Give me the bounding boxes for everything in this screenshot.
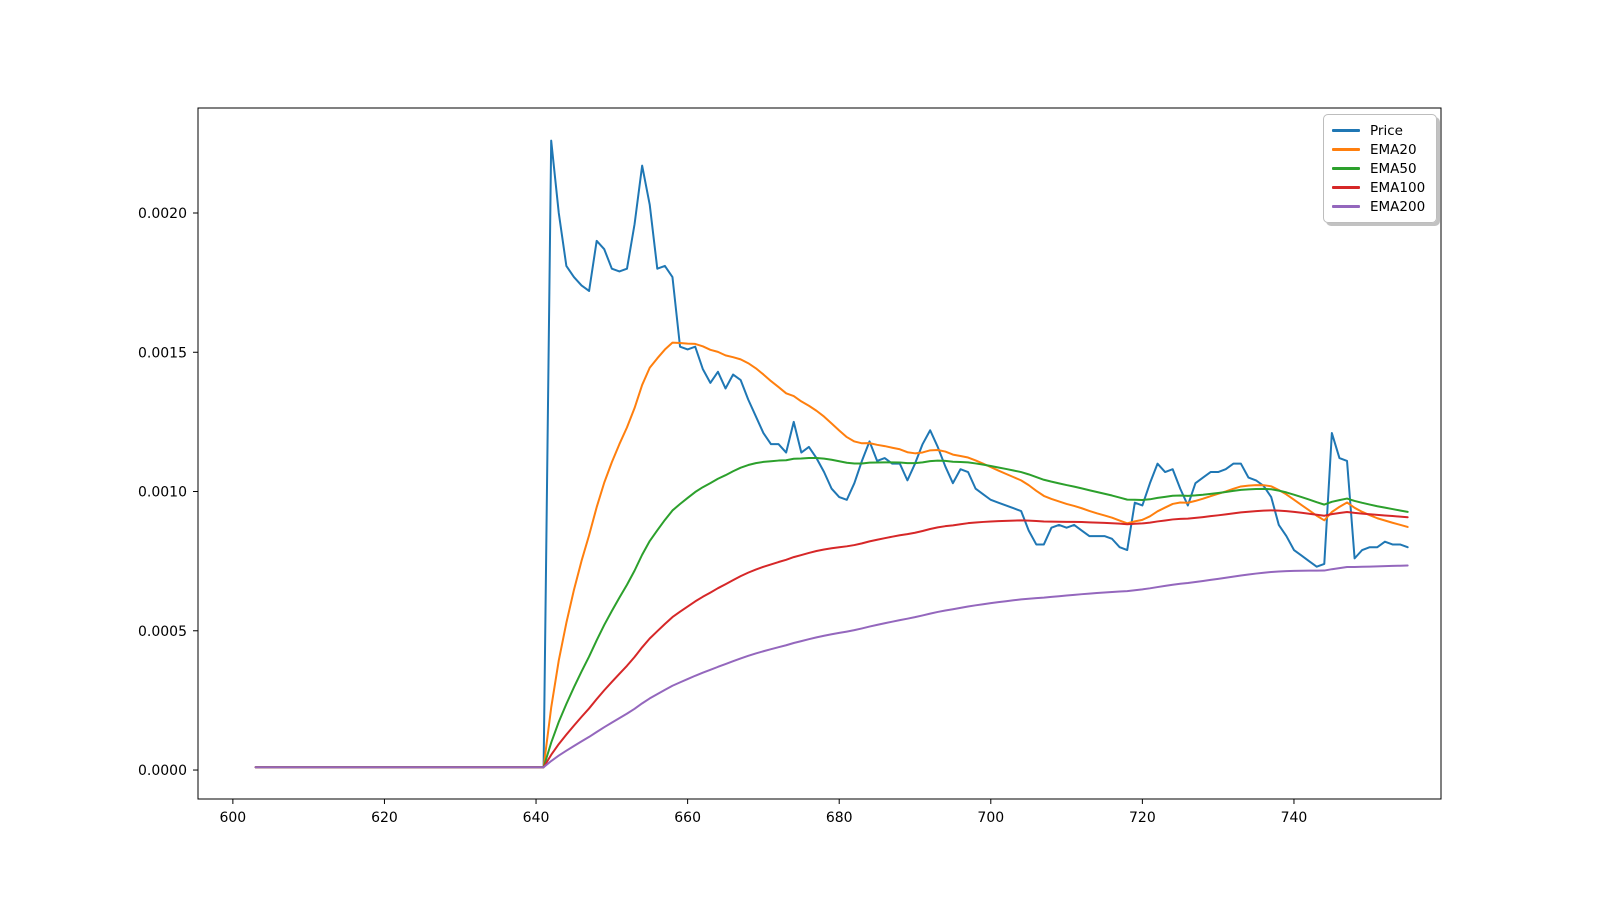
legend-item: EMA200 bbox=[1332, 199, 1428, 215]
y-axis-tick-label: 0.0020 bbox=[138, 206, 187, 222]
legend-label: EMA200 bbox=[1370, 198, 1426, 215]
x-axis-tick-label: 700 bbox=[977, 810, 1004, 826]
series-line-ema100 bbox=[254, 509, 1409, 769]
legend: Price EMA20 EMA50 EMA100 EMA200 bbox=[1323, 114, 1437, 223]
x-axis-tick-label: 620 bbox=[371, 810, 398, 826]
x-axis-tick-label: 660 bbox=[674, 810, 701, 826]
series-line-price bbox=[254, 139, 1409, 769]
y-axis-tick-label: 0.0015 bbox=[138, 345, 187, 361]
y-axis-tick-label: 0.0005 bbox=[138, 624, 187, 640]
x-axis-tick-label: 600 bbox=[219, 810, 246, 826]
x-axis-tick-label: 720 bbox=[1129, 810, 1156, 826]
series-line-ema200 bbox=[254, 564, 1409, 769]
legend-item: EMA100 bbox=[1332, 180, 1428, 196]
legend-line-sample-price bbox=[1332, 129, 1360, 132]
legend-label: EMA50 bbox=[1370, 160, 1417, 177]
y-axis-tick-label: 0.0010 bbox=[138, 485, 187, 501]
x-axis-tick-label: 740 bbox=[1281, 810, 1308, 826]
legend-label: EMA100 bbox=[1370, 179, 1426, 196]
series-line-ema20 bbox=[254, 341, 1409, 769]
x-axis-tick-label: 640 bbox=[523, 810, 550, 826]
legend-line-sample-ema200 bbox=[1332, 205, 1360, 208]
legend-line-sample-ema50 bbox=[1332, 167, 1360, 170]
legend-line-sample-ema20 bbox=[1332, 148, 1360, 151]
legend-line-sample-ema100 bbox=[1332, 186, 1360, 189]
legend-item: EMA20 bbox=[1332, 142, 1428, 158]
x-axis-tick-label: 680 bbox=[826, 810, 853, 826]
y-axis-tick-label: 0.0000 bbox=[138, 763, 187, 779]
series-line-ema50 bbox=[254, 457, 1409, 769]
legend-label: Price bbox=[1370, 122, 1403, 139]
legend-item: Price bbox=[1332, 123, 1428, 139]
legend-item: EMA50 bbox=[1332, 161, 1428, 177]
legend-label: EMA20 bbox=[1370, 141, 1417, 158]
plot-border bbox=[197, 107, 1442, 800]
